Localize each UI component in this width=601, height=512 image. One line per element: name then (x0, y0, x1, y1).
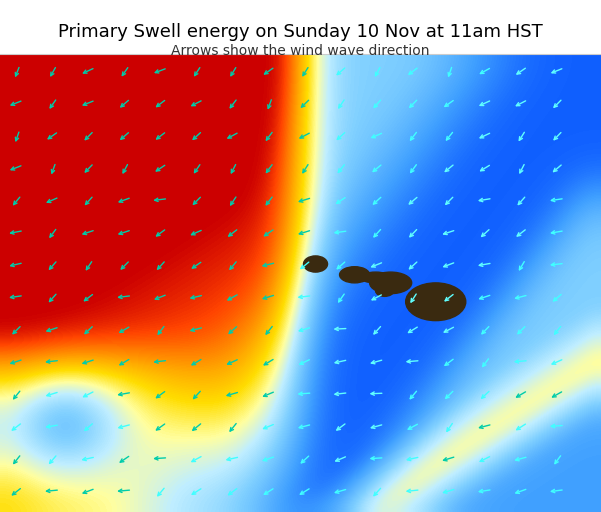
Ellipse shape (376, 286, 394, 296)
Text: Primary Swell energy on Sunday 10 Nov at 11am HST: Primary Swell energy on Sunday 10 Nov at… (58, 23, 543, 41)
Ellipse shape (361, 272, 391, 283)
Ellipse shape (406, 283, 466, 321)
Ellipse shape (304, 256, 328, 272)
Ellipse shape (340, 267, 370, 283)
Text: Arrows show the wind wave direction: Arrows show the wind wave direction (171, 44, 430, 57)
Ellipse shape (370, 272, 412, 294)
